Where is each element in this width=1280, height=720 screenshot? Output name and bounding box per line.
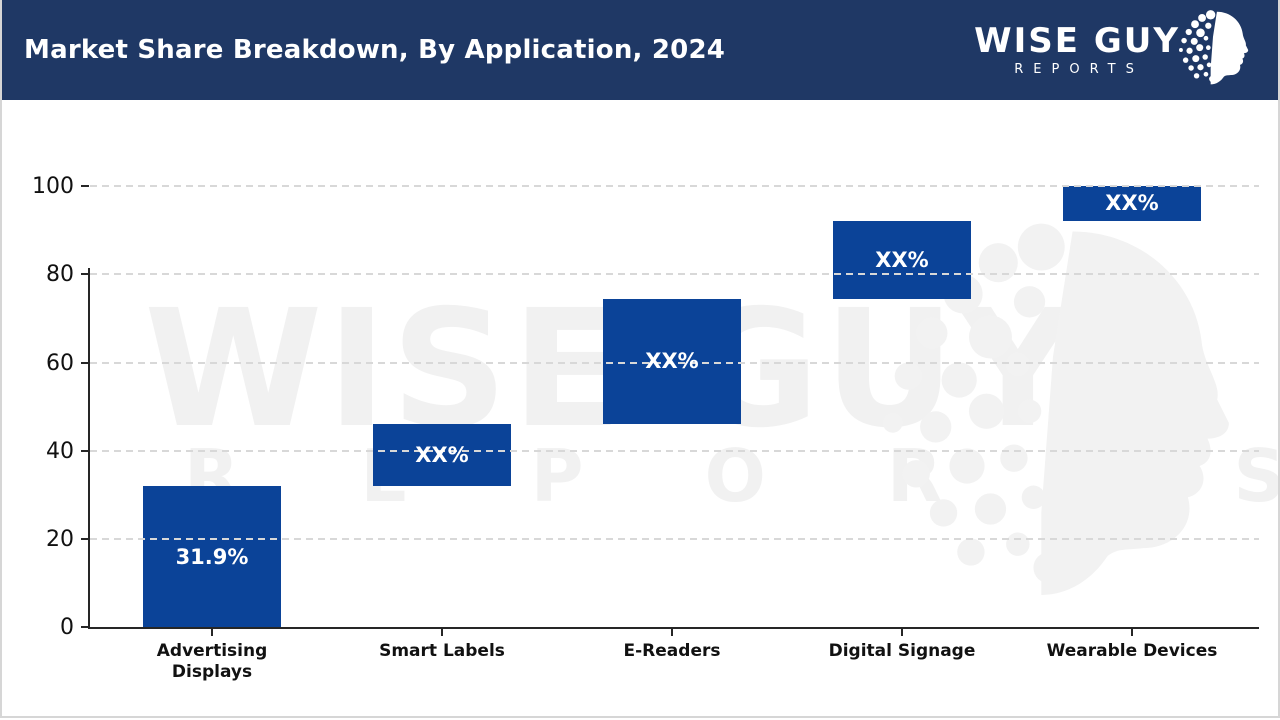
y-tick-label: 0 (60, 615, 74, 640)
chart-area: WISE GUY R E P O R T S 31.9% XX% XX% XX% XX%… (2, 100, 1278, 716)
y-tick-label: 80 (46, 262, 74, 288)
bar-segment (143, 486, 281, 627)
y-tick-label: 20 (46, 526, 74, 552)
bar-segment (373, 423, 511, 487)
x-tick (671, 629, 673, 636)
logo-tagline: REPORTS (1014, 62, 1144, 77)
y-tick (81, 361, 89, 364)
bar-segment (1063, 186, 1201, 221)
gridline (90, 361, 1259, 364)
logo-head-icon (1178, 10, 1249, 85)
y-tick (81, 185, 89, 188)
x-category-label: Advertising Displays (156, 641, 268, 683)
y-tick-label: 100 (32, 174, 74, 200)
bar-value-label: 31.9% (175, 544, 249, 569)
gridline (90, 537, 1259, 540)
logo-wordmark: WISE GUY REPORTS (974, 24, 1180, 76)
y-tick-label: 60 (46, 350, 74, 376)
x-category-label: Wearable Devices (1046, 641, 1218, 661)
y-tick (81, 273, 89, 276)
logo-name: WISE GUY (974, 21, 1180, 61)
x-axis-line (88, 627, 1259, 629)
y-tick (81, 626, 89, 628)
x-category-label: Smart Labels (379, 641, 505, 661)
gridline (90, 185, 1259, 188)
chart-title: Market Share Breakdown, By Application, … (24, 35, 726, 65)
y-tick-label: 40 (46, 438, 74, 464)
x-tick (211, 629, 213, 636)
y-axis-line (88, 268, 90, 629)
x-tick (901, 629, 903, 636)
gridline (90, 273, 1259, 276)
wise-guy-logo: WISE GUY REPORTS (974, 7, 1256, 93)
header-bar: Market Share Breakdown, By Application, … (2, 0, 1278, 100)
bar-value-label: XX% (1105, 191, 1159, 216)
gridline (90, 449, 1259, 452)
bar-value-label: XX% (415, 443, 469, 468)
y-tick (81, 449, 89, 452)
bar-value-label: XX% (875, 247, 929, 272)
x-category-label: Digital Signage (828, 641, 976, 661)
bar-segment (603, 298, 741, 424)
x-tick (1131, 629, 1133, 636)
bar-segment (833, 220, 971, 299)
y-tick (81, 537, 89, 540)
x-category-label: E-Readers (623, 641, 721, 661)
x-tick (441, 629, 443, 636)
bar-value-label: XX% (645, 349, 699, 374)
